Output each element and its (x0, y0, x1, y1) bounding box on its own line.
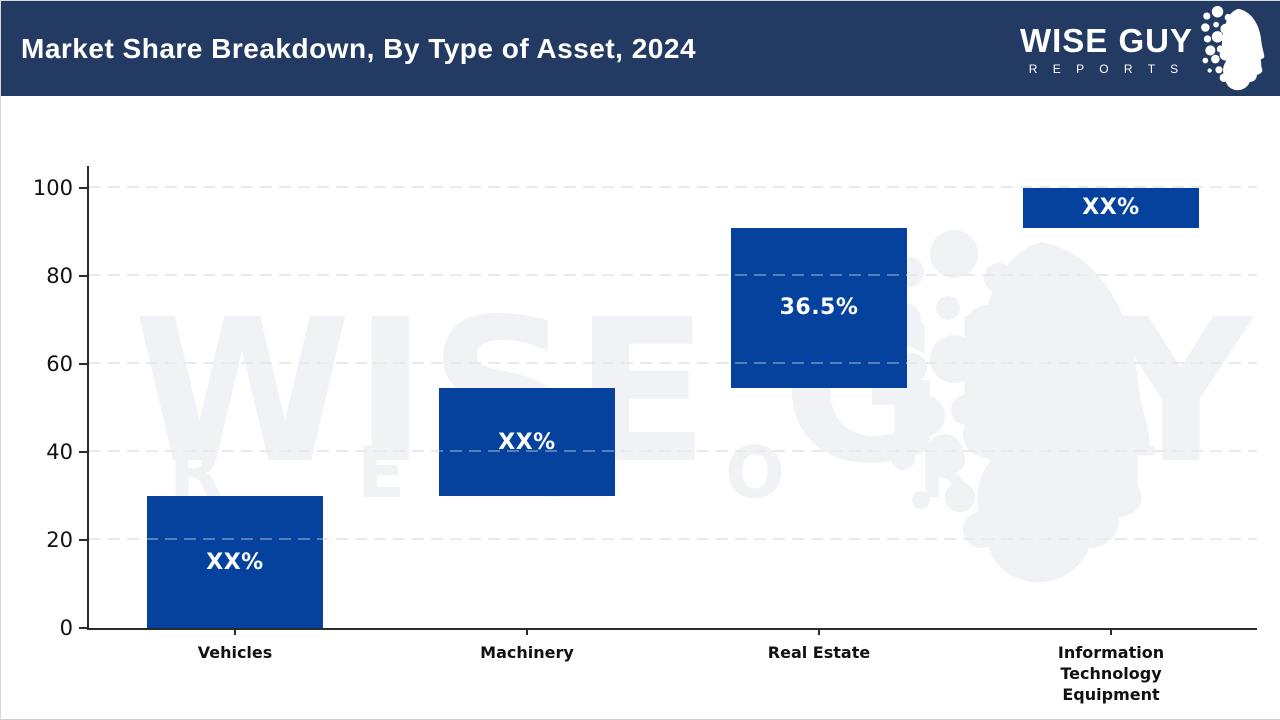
brand-logo: WISE GUY R E P O R T S (1020, 5, 1273, 93)
report-page: Market Share Breakdown, By Type of Asset… (0, 0, 1280, 720)
y-tick-mark (79, 539, 87, 541)
gridline-overlay (89, 274, 1257, 276)
bar-value-label: XX% (1082, 195, 1139, 220)
y-tick-mark (79, 627, 87, 629)
gridline-overlay (89, 362, 1257, 364)
x-tick-label: Machinery (457, 642, 597, 663)
x-tick-label: Information Technology Equipment (1041, 642, 1181, 705)
y-tick-label: 20 (46, 528, 73, 552)
y-tick-mark (79, 363, 87, 365)
brand-subname: R E P O R T S (1029, 62, 1184, 76)
x-tick-mark (818, 628, 820, 635)
brand-name: WISE GUY (1020, 22, 1193, 60)
gridline-overlay (89, 450, 1257, 452)
bar-value-label: XX% (206, 550, 263, 575)
x-axis-line (87, 628, 1257, 630)
x-tick-label: Vehicles (165, 642, 305, 663)
y-axis-line (87, 166, 89, 628)
bar-information-technology-equipment: XX% (1023, 188, 1199, 228)
gridline-overlay (89, 538, 1257, 540)
bar-vehicles: XX% (147, 496, 323, 628)
y-tick-mark (79, 451, 87, 453)
y-tick-mark (79, 275, 87, 277)
y-tick-label: 100 (33, 176, 73, 200)
x-tick-mark (1110, 628, 1112, 635)
brand-logo-text: WISE GUY R E P O R T S (1020, 22, 1193, 76)
x-tick-mark (234, 628, 236, 635)
bar-machinery: XX% (439, 388, 615, 496)
y-tick-label: 40 (46, 440, 73, 464)
head-profile-icon (1195, 6, 1273, 92)
gridline-overlay (89, 186, 1257, 188)
y-tick-label: 60 (46, 352, 73, 376)
x-tick-mark (526, 628, 528, 635)
y-tick-label: 80 (46, 264, 73, 288)
page-title: Market Share Breakdown, By Type of Asset… (21, 1, 696, 96)
bar-value-label: 36.5% (780, 295, 859, 320)
header-bar: Market Share Breakdown, By Type of Asset… (1, 1, 1280, 96)
bar-real-estate: 36.5% (731, 228, 907, 389)
x-tick-label: Real Estate (749, 642, 889, 663)
y-tick-label: 0 (60, 616, 73, 640)
y-tick-mark (79, 187, 87, 189)
plot-area: 020406080100XX%VehiclesXX%Machinery36.5%… (89, 166, 1257, 628)
chart-canvas: WISE GUY R E P O R T S 020406080100XX%Ve… (1, 96, 1280, 719)
